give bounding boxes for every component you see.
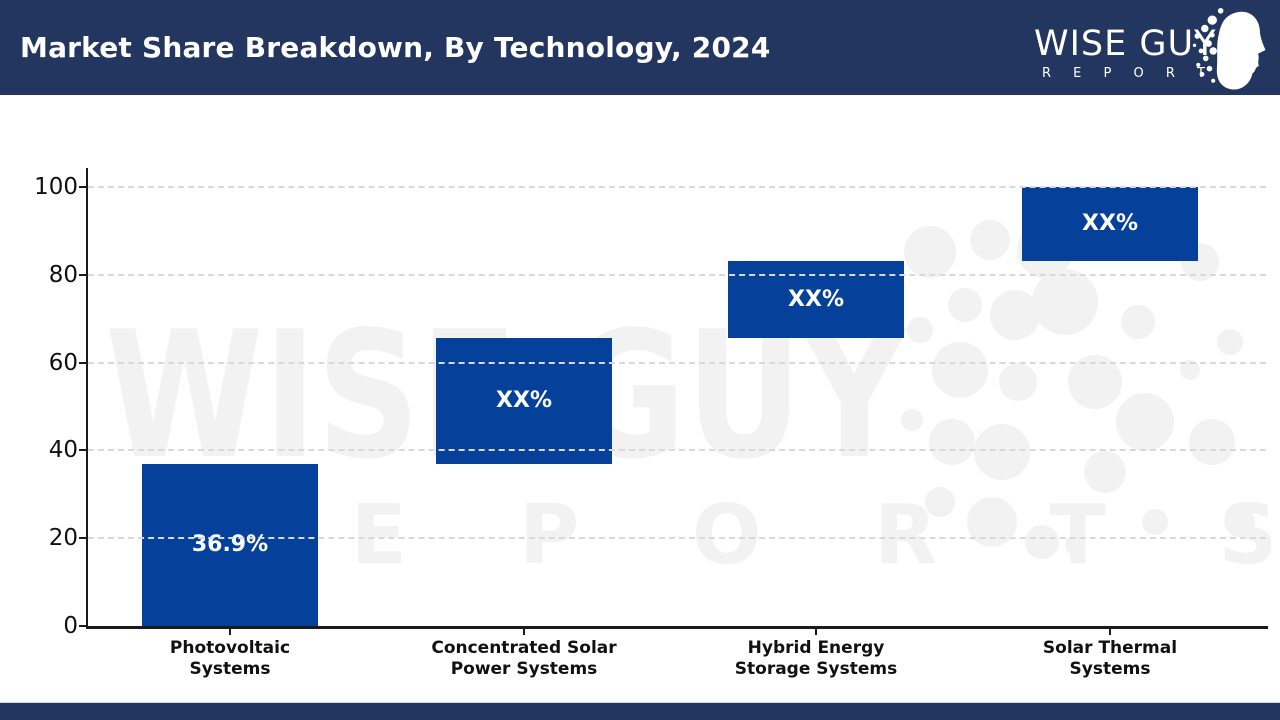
bar-value-label: 36.9% <box>191 532 269 558</box>
bar-value-label: XX% <box>496 388 552 414</box>
y-tick-label: 80 <box>48 261 78 288</box>
y-tick-label: 60 <box>48 349 78 376</box>
y-axis <box>86 168 88 628</box>
bar-segment: XX% <box>436 337 612 464</box>
gridline <box>88 361 1266 364</box>
x-axis-tick <box>229 626 231 635</box>
logo-wordmark: WISE GUY <box>1034 24 1217 64</box>
watermark-reports: R E P O R T S <box>175 488 1280 583</box>
x-category-label: Photovoltaic Systems <box>169 638 291 679</box>
bar-segment: XX% <box>728 260 904 338</box>
bar-value-label: XX% <box>788 286 844 312</box>
y-axis-tick <box>79 273 87 276</box>
gridline <box>88 273 1266 276</box>
x-axis-tick <box>815 626 817 635</box>
y-axis-tick <box>79 449 87 452</box>
y-axis-tick <box>79 625 87 627</box>
bar-segment: 36.9% <box>142 464 318 626</box>
bar-value-label: XX% <box>1082 211 1138 237</box>
gridline <box>88 186 1266 188</box>
header-bar: Market Share Breakdown, By Technology, 2… <box>0 0 1280 95</box>
y-tick-label: 100 <box>34 174 78 200</box>
y-tick-label: 40 <box>48 437 78 464</box>
footer-bar <box>0 702 1280 720</box>
y-axis-tick <box>79 537 87 540</box>
page-title: Market Share Breakdown, By Technology, 2… <box>20 31 771 64</box>
y-tick-label: 0 <box>63 613 78 639</box>
x-axis <box>86 626 1268 629</box>
gridline <box>88 537 1266 540</box>
bar-segment: XX% <box>1022 187 1198 261</box>
x-axis-tick <box>523 626 525 635</box>
x-axis-tick <box>1109 626 1111 635</box>
x-category-label: Solar Thermal Systems <box>1042 638 1178 679</box>
wiseguy-logo: WISE GUY R E P O R T S <box>1028 6 1268 90</box>
watermark-face-icon <box>901 220 1255 559</box>
logo-reports: R E P O R T S <box>1042 66 1245 81</box>
x-category-label: Hybrid Energy Storage Systems <box>734 638 898 679</box>
y-tick-label: 20 <box>48 525 78 552</box>
y-axis-tick <box>79 186 87 188</box>
x-category-label: Concentrated Solar Power Systems <box>431 638 617 679</box>
gridline <box>88 449 1266 452</box>
y-axis-tick <box>79 361 87 364</box>
logo-face-icon <box>1192 8 1266 90</box>
